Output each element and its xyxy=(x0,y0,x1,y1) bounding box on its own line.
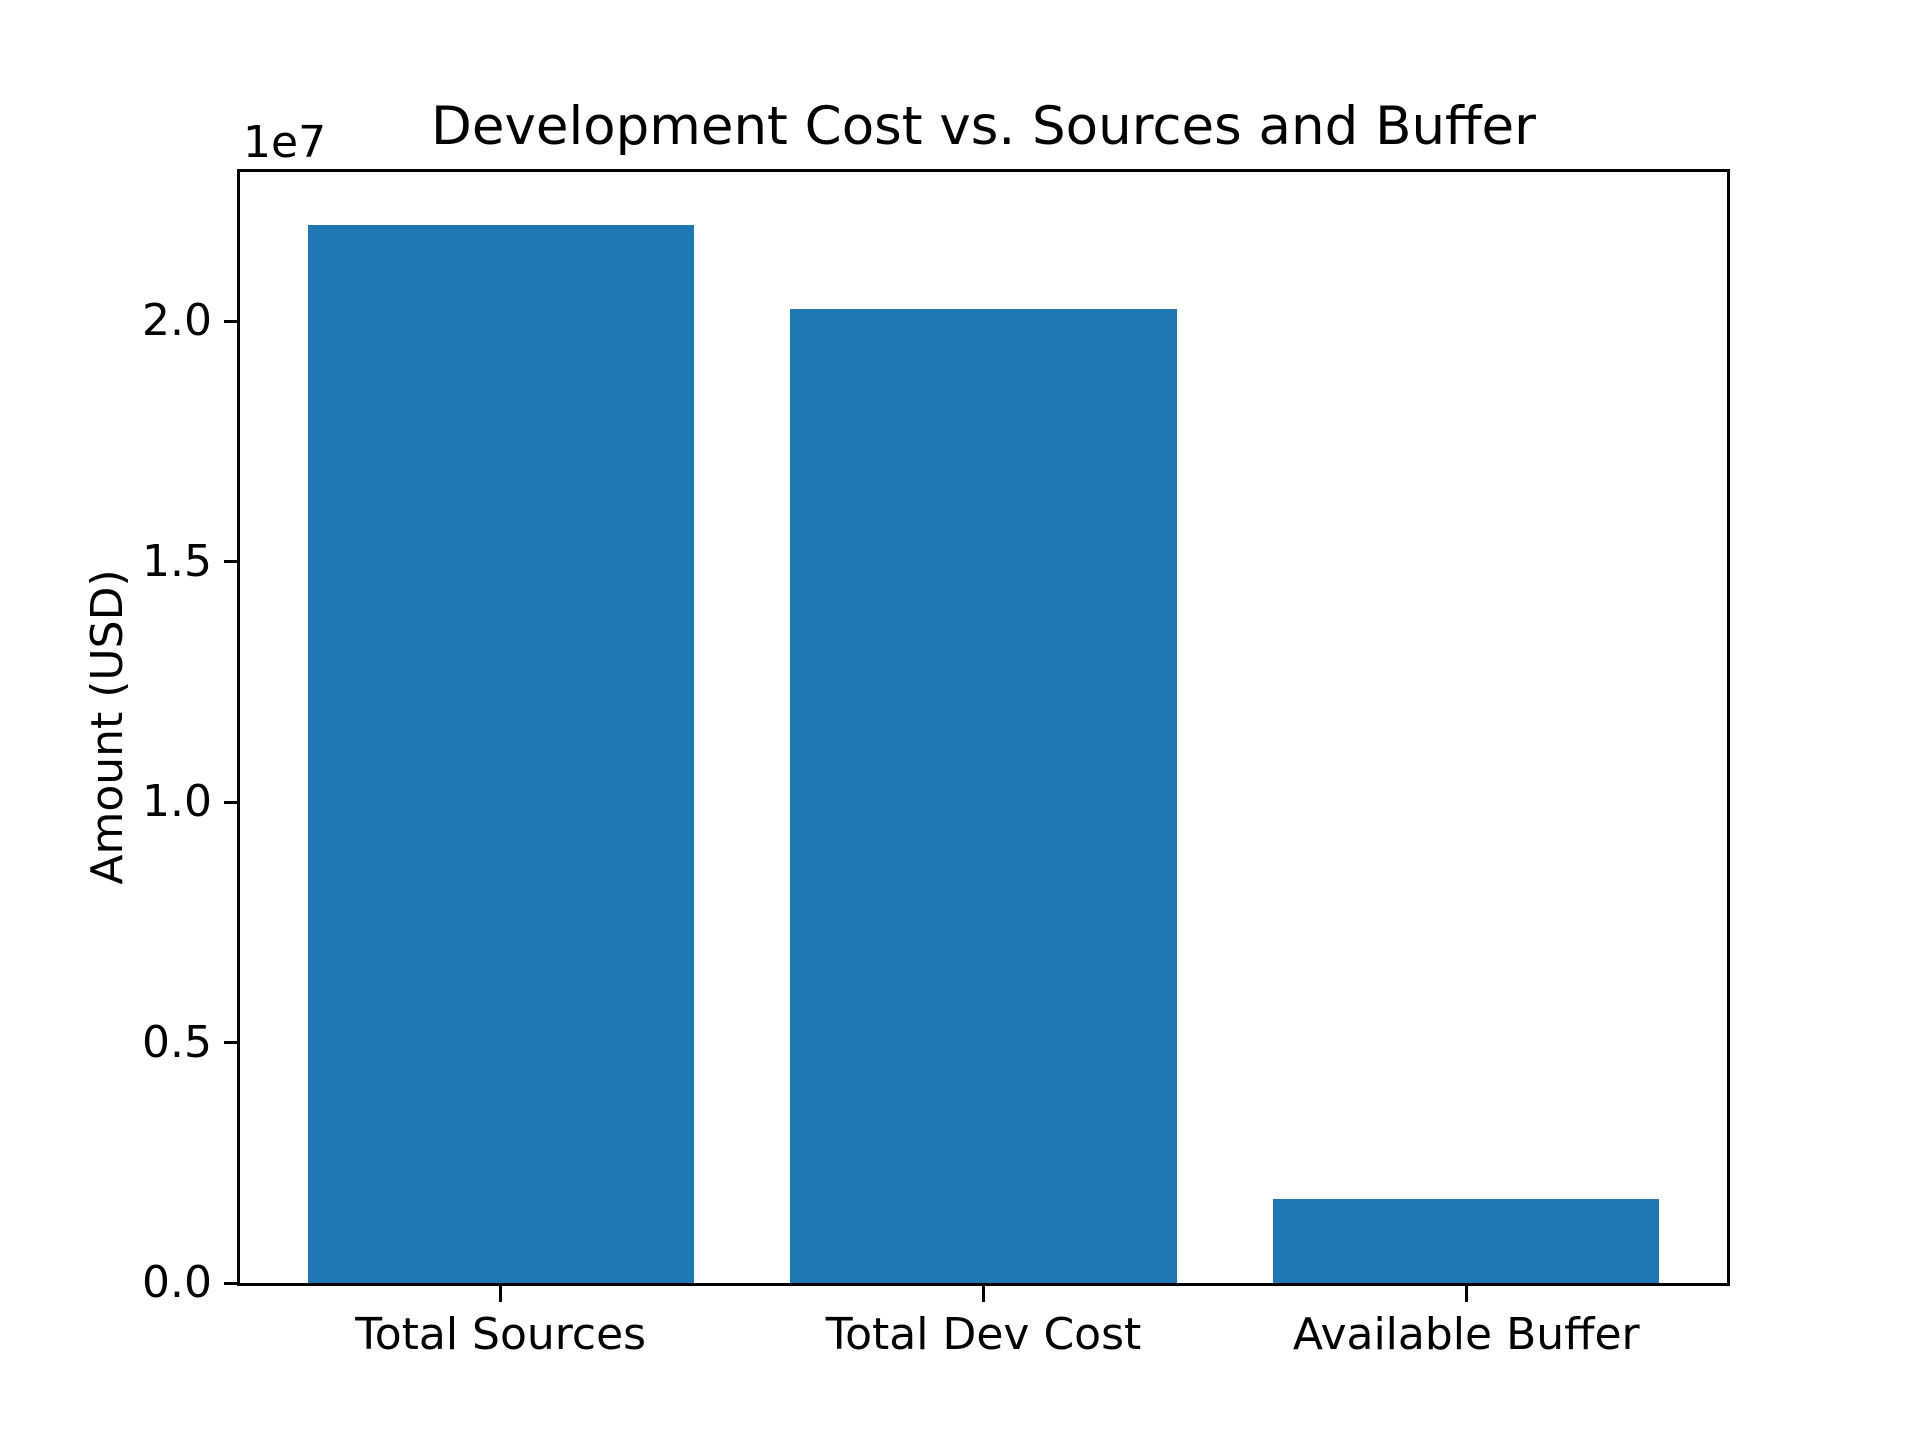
x-tick-mark xyxy=(982,1286,985,1302)
bar-total-sources xyxy=(307,224,694,1283)
y-axis-offset-label: 1e7 xyxy=(243,117,327,168)
y-tick-mark xyxy=(224,800,240,804)
x-tick-mark xyxy=(499,1286,503,1302)
y-tick-label-0.5: 0.5 xyxy=(142,1016,212,1068)
plot-area xyxy=(240,172,1727,1283)
bar-total-dev-cost xyxy=(790,309,1177,1283)
y-tick-mark xyxy=(224,560,240,564)
y-tick-label-1.0: 1.0 xyxy=(142,776,212,828)
y-axis-label: Amount (USD) xyxy=(82,569,133,885)
y-tick-mark xyxy=(224,1281,240,1285)
x-tick-label-total-dev-cost: Total Dev Cost xyxy=(825,1309,1142,1360)
x-tick-label-available-buffer: Available Buffer xyxy=(1292,1309,1640,1360)
y-tick-label-1.5: 1.5 xyxy=(142,535,212,587)
x-tick-mark xyxy=(1464,1286,1468,1302)
x-tick-label-total-sources: Total Sources xyxy=(355,1309,647,1360)
bar-available-buffer xyxy=(1273,1198,1660,1283)
chart-title: Development Cost vs. Sources and Buffer xyxy=(431,96,1536,157)
y-tick-mark xyxy=(224,1041,240,1045)
y-tick-label-0.0: 0.0 xyxy=(142,1257,212,1308)
y-tick-label-2.0: 2.0 xyxy=(142,295,212,347)
plot-border xyxy=(237,169,1730,1286)
y-tick-mark xyxy=(224,319,240,323)
